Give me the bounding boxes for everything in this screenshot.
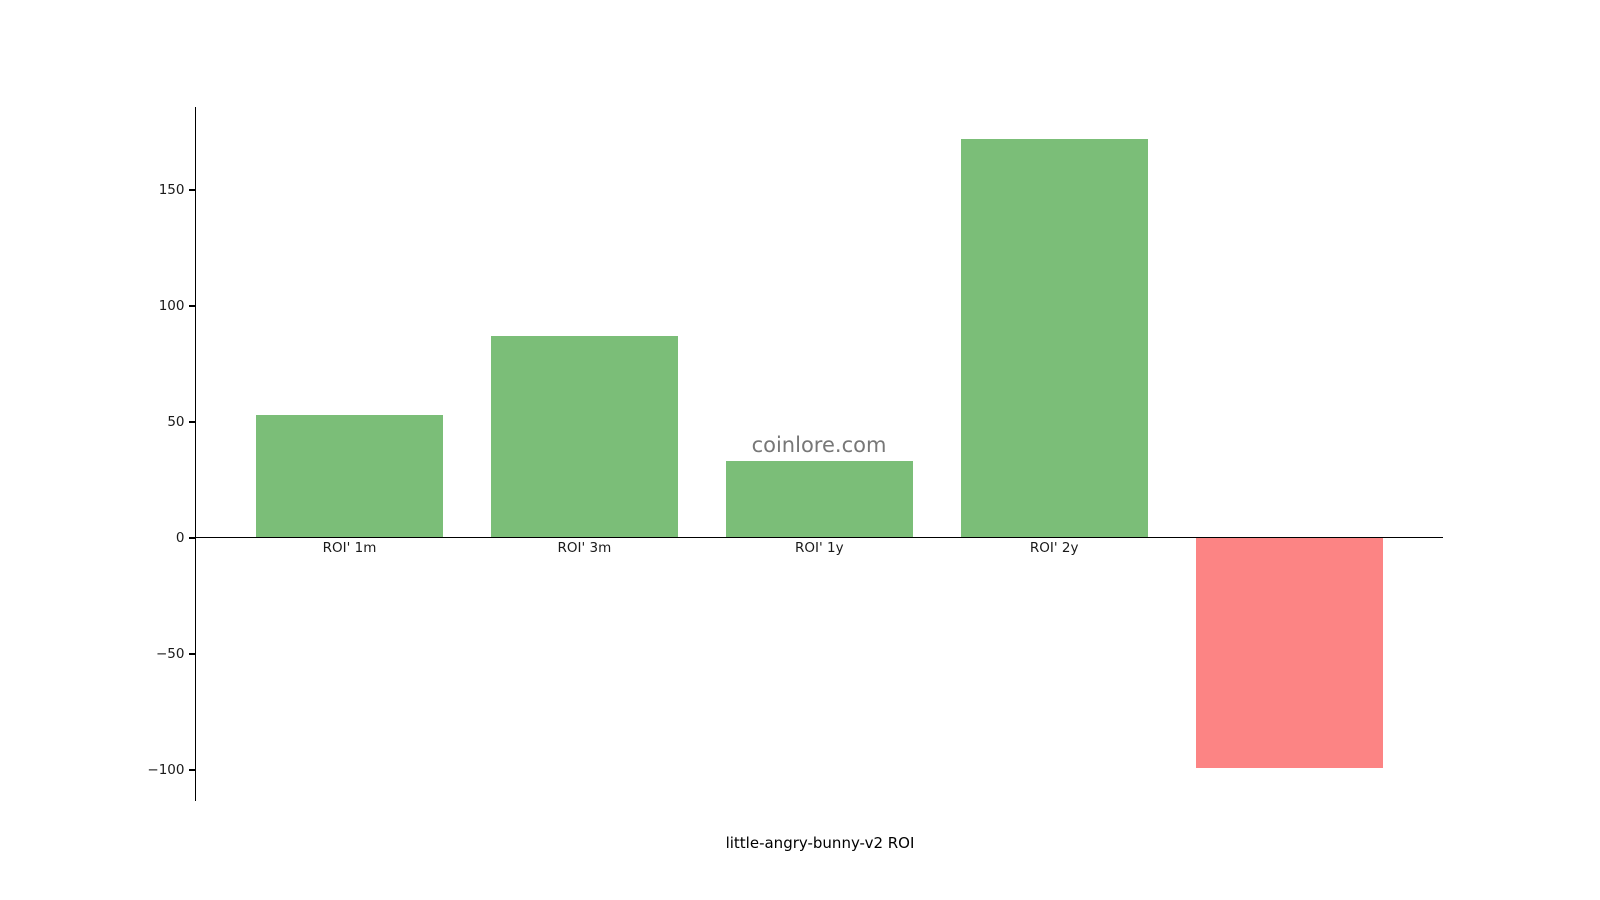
chart-title: little-angry-bunny-v2 ROI: [725, 834, 915, 852]
y-tick-label: 150: [158, 182, 185, 198]
x-tick-label: ROI' 2y: [1029, 540, 1079, 556]
y-tick-mark: [188, 305, 195, 307]
y-tick-mark: [188, 769, 195, 771]
y-tick-mark: [188, 653, 195, 655]
x-tick-label: ROI' 3m: [557, 540, 612, 556]
chart-bar-roi-1y: [725, 461, 913, 538]
chart-bar-unlabeled: [1195, 538, 1383, 768]
y-tick-label: 0: [175, 530, 185, 546]
x-axis-line: [194, 536, 1443, 538]
y-tick-label: −100: [147, 762, 185, 778]
chart-bar-roi-3m: [490, 336, 678, 538]
y-tick-label: 100: [158, 298, 185, 314]
watermark: coinlore.com: [751, 433, 887, 457]
chart-bar-roi-1m: [256, 415, 443, 538]
y-tick-label: −50: [156, 646, 185, 662]
x-tick-label: ROI' 1m: [322, 540, 377, 556]
chart-bar-roi-2y: [960, 138, 1148, 538]
y-tick-label: 50: [167, 414, 185, 430]
y-tick-mark: [188, 537, 195, 539]
x-tick-label: ROI' 1y: [795, 540, 844, 556]
y-tick-mark: [188, 189, 195, 191]
y-tick-mark: [188, 421, 195, 423]
y-axis-line: [194, 107, 196, 801]
